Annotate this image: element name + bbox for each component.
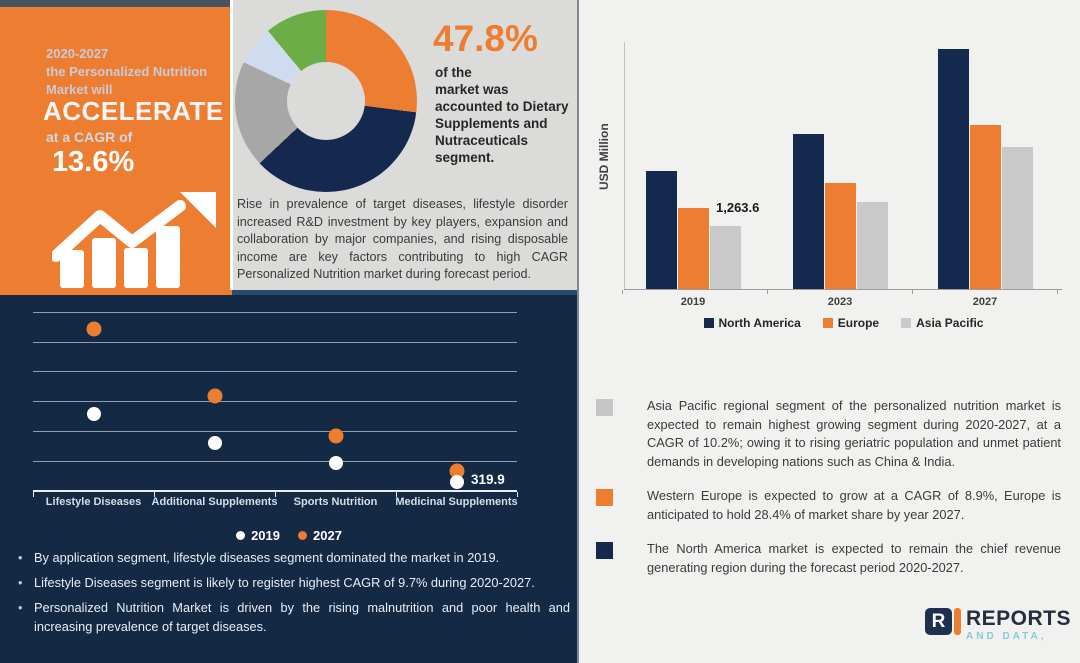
stat-percentage: 47.8% [433, 18, 538, 59]
logo-r-glyph: R [925, 608, 952, 635]
left-bullet-0: By application segment, lifestyle diseas… [12, 548, 570, 567]
legend-item-north-america: North America [703, 316, 801, 330]
legend-swatch-north-america [703, 318, 714, 328]
reports-and-data-logo: R REPORTS AND DATA, [925, 608, 1071, 642]
right-bullet-square-1 [596, 489, 613, 506]
logo-mark-icon: R [925, 608, 961, 635]
market-text-line1: the Personalized Nutrition [46, 64, 208, 79]
legend-item-europe: Europe [822, 316, 880, 330]
bar-data-label: 1,263.6 [716, 200, 760, 215]
right-bullet-text-1: Western Europe is expected to grow at a … [647, 488, 1061, 522]
growth-arrow-icon [52, 192, 216, 288]
right-bullet-text-0: Asia Pacific regional segment of the per… [647, 398, 1061, 469]
bar-chart-y-axis-line [624, 42, 625, 289]
legend-label: Europe [837, 316, 880, 330]
logo-name: REPORTS [966, 607, 1072, 630]
right-light-panel [578, 0, 1080, 663]
right-bullet-1: Western Europe is expected to grow at a … [596, 487, 1066, 524]
bar-chart-legend: North America Europe Asia Pacific [625, 316, 1062, 330]
cagr-caption: at a CAGR of [46, 129, 133, 145]
legend-label: Asia Pacific [916, 316, 984, 330]
left-bullet-2: Personalized Nutrition Market is driven … [12, 598, 570, 636]
legend-swatch-asia-pacific [901, 318, 912, 328]
top-accent-strip [0, 0, 230, 7]
left-bullet-list: By application segment, lifestyle diseas… [12, 548, 570, 642]
stat-caption: of the market was accounted to Dietary S… [435, 65, 569, 165]
bar-chart-y-axis-label: USD Million [597, 123, 611, 190]
market-text-line2: Market will [46, 82, 113, 97]
legend-label: North America [718, 316, 801, 330]
right-bullet-text-2: The North America market is expected to … [647, 541, 1061, 575]
right-bullet-0: Asia Pacific regional segment of the per… [596, 397, 1066, 471]
right-bullet-square-2 [596, 542, 613, 559]
navy-panel-steel-accent [232, 290, 578, 295]
cagr-value: 13.6% [52, 146, 135, 178]
period-text: 2020-2027 [46, 46, 109, 61]
right-bullet-square-0 [596, 399, 613, 416]
logo-orange-bar [954, 608, 961, 635]
vertical-divider [577, 0, 579, 663]
legend-item-asia-pacific: Asia Pacific [901, 316, 983, 330]
accelerate-headline: ACCELERATE [43, 96, 224, 126]
navy-panel-orange-accent [0, 290, 232, 295]
donut-hole [287, 62, 365, 140]
right-bullet-list: Asia Pacific regional segment of the per… [596, 397, 1066, 577]
bar-chart-x-axis-line [624, 289, 1062, 290]
logo-subtitle: AND DATA, [966, 631, 1047, 642]
legend-swatch-europe [822, 318, 833, 328]
market-drivers-paragraph: Rise in prevalence of target diseases, l… [237, 197, 568, 282]
left-bullet-1: Lifestyle Diseases segment is likely to … [12, 573, 570, 592]
right-bullet-2: The North America market is expected to … [596, 540, 1066, 577]
